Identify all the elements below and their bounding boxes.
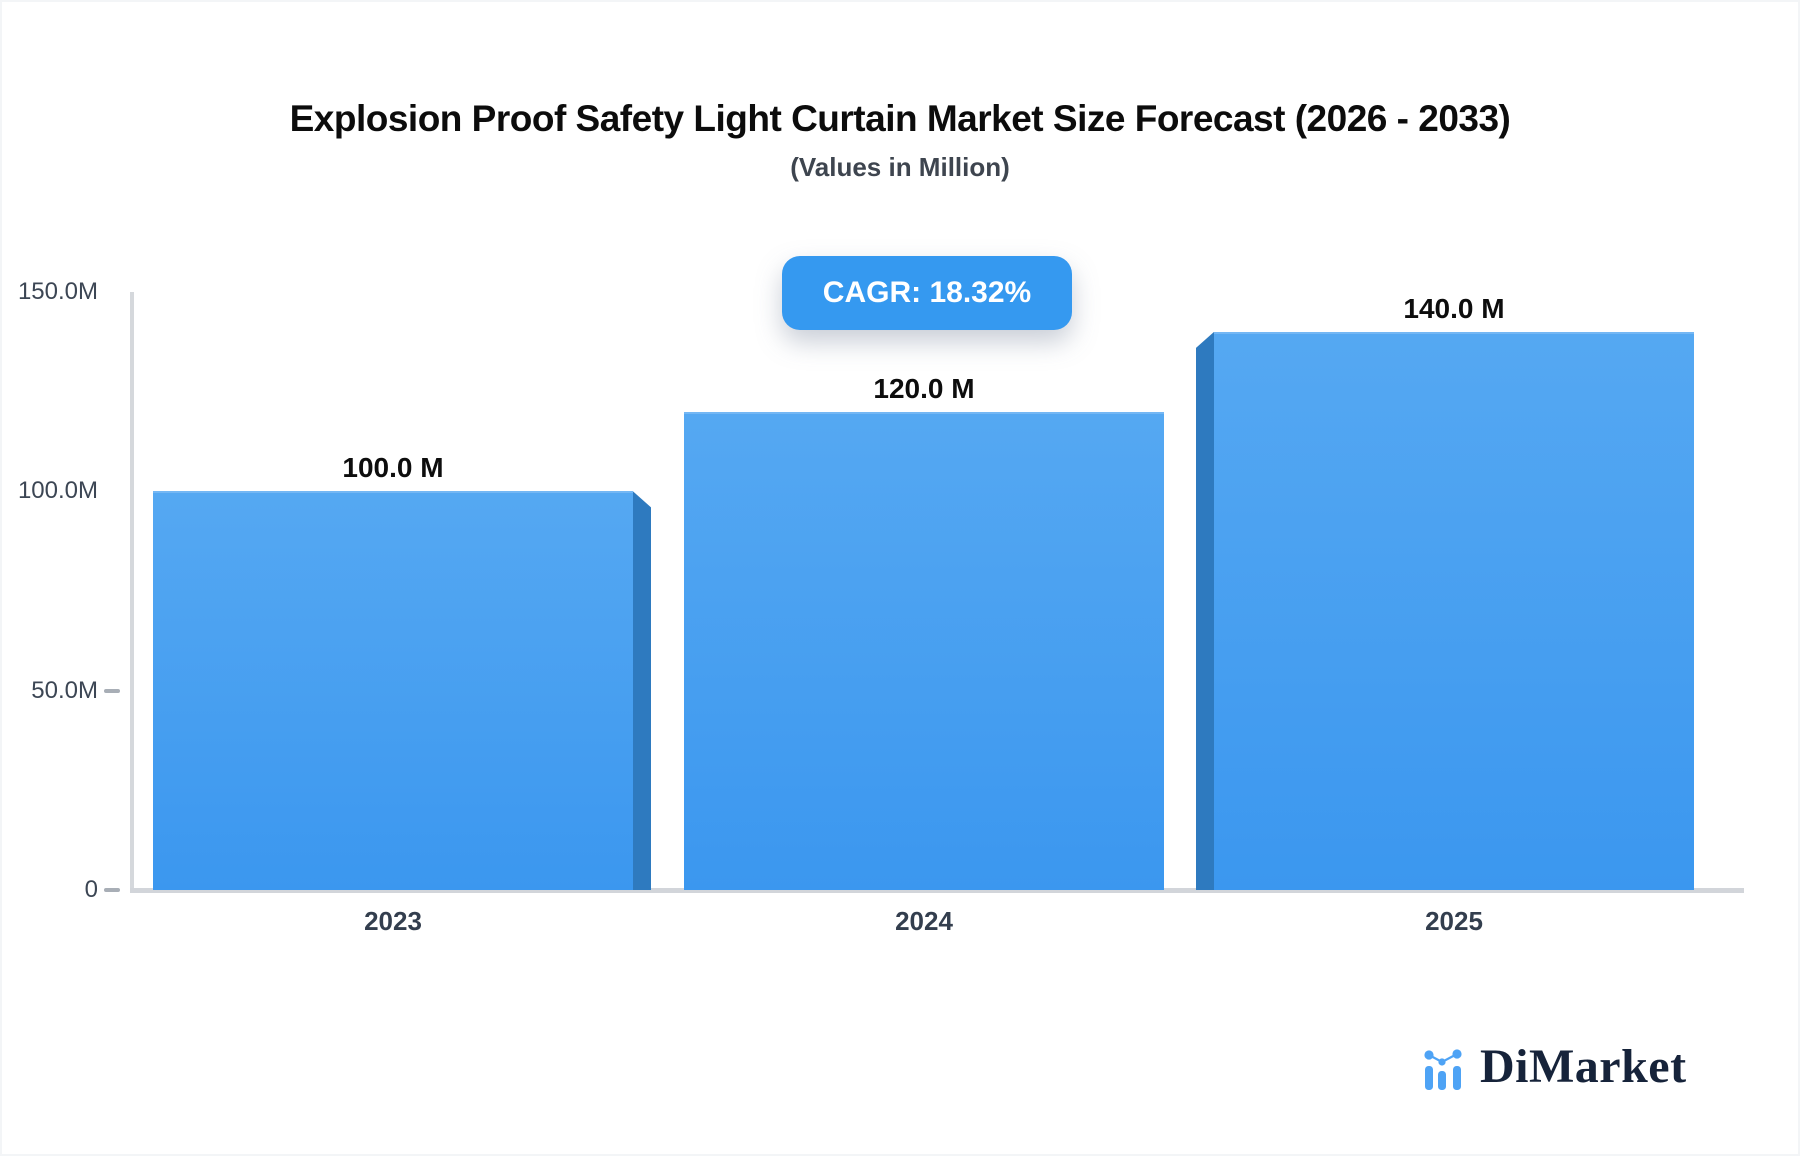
y-tick-mark — [104, 888, 120, 892]
y-tick-mark — [104, 688, 120, 693]
y-tick-label: 0 — [84, 876, 98, 903]
x-axis-label: 2024 — [895, 906, 953, 936]
bar-value-label: 120.0 M — [873, 372, 975, 404]
x-axis-label: 2023 — [364, 906, 422, 936]
y-tick-label: 150.0M — [17, 278, 98, 305]
chart-title: Explosion Proof Safety Light Curtain Mar… — [289, 98, 1511, 139]
x-axis-line — [130, 888, 1744, 893]
chart-subtitle: (Values in Million) — [790, 152, 1010, 182]
bar-value-label: 100.0 M — [342, 452, 444, 484]
cagr-badge: CAGR: 18.32% — [782, 256, 1072, 330]
brand-logo-text: DiMarket — [1480, 1040, 1687, 1093]
x-axis-label: 2025 — [1425, 906, 1483, 936]
bar-3d-side — [633, 491, 651, 890]
bar-chart-logo-icon — [1424, 1049, 1462, 1090]
bar — [153, 491, 633, 890]
bar-value-label: 140.0 M — [1403, 292, 1505, 324]
bar — [684, 411, 1164, 890]
bar — [1214, 331, 1694, 890]
y-tick-label: 50.0M — [31, 676, 98, 704]
y-tick-label: 100.0M — [17, 477, 98, 505]
y-axis-line — [130, 292, 134, 890]
bar-3d-side — [1196, 331, 1214, 890]
brand-logo: DiMarket — [1422, 1040, 1687, 1093]
